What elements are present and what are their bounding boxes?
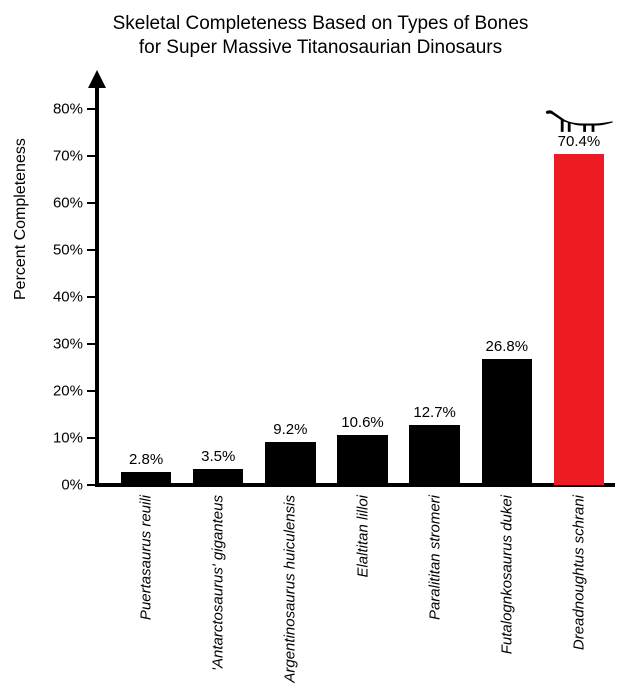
bar: 3.5%	[193, 469, 244, 485]
bar: 70.4%	[554, 154, 605, 485]
y-tick-label: 60%	[53, 194, 83, 211]
dinosaur-icon	[544, 106, 614, 139]
bar-value-label: 9.2%	[273, 421, 307, 438]
y-tick-label: 80%	[53, 100, 83, 117]
bar: 10.6%	[337, 435, 388, 485]
y-axis-label: Percent Completeness	[12, 138, 30, 300]
chart-title: Skeletal Completeness Based on Types of …	[0, 12, 641, 60]
y-tick	[87, 202, 97, 204]
title-line-2: for Super Massive Titanosaurian Dinosaur…	[139, 37, 502, 58]
x-category-label: 'Antarctosaurus' giganteus	[210, 495, 227, 671]
y-tick-label: 40%	[53, 288, 83, 305]
y-axis-line	[95, 85, 99, 485]
plot-area: 0%10%20%30%40%50%60%70%80%2.8%Puertasaur…	[95, 85, 615, 485]
bar: 12.7%	[409, 425, 460, 485]
title-line-1: Skeletal Completeness Based on Types of …	[113, 13, 529, 34]
y-tick-label: 50%	[53, 241, 83, 258]
chart-container: Skeletal Completeness Based on Types of …	[0, 0, 641, 693]
y-tick	[87, 343, 97, 345]
y-tick	[87, 437, 97, 439]
bar: 26.8%	[482, 359, 533, 485]
x-category-label: Paralititan stromeri	[426, 495, 443, 620]
y-tick-label: 30%	[53, 335, 83, 352]
bar-value-label: 26.8%	[486, 338, 529, 355]
bar-value-label: 2.8%	[129, 451, 163, 468]
bar: 2.8%	[121, 472, 172, 485]
bar-value-label: 12.7%	[413, 404, 456, 421]
x-category-label: Argentinosaurus huiculensis	[282, 495, 299, 683]
x-category-label: Elaltitan lilloi	[354, 495, 371, 578]
y-tick	[87, 108, 97, 110]
bar: 9.2%	[265, 442, 316, 485]
y-tick-label: 70%	[53, 147, 83, 164]
y-tick	[87, 484, 97, 486]
x-category-label: Futalognkosaurus dukei	[498, 495, 515, 654]
y-tick-label: 0%	[61, 477, 83, 494]
y-tick	[87, 155, 97, 157]
y-tick-label: 10%	[53, 429, 83, 446]
x-category-label: Dreadnoughtus schrani	[570, 495, 587, 650]
bar-value-label: 3.5%	[201, 448, 235, 465]
y-tick-label: 20%	[53, 382, 83, 399]
y-tick	[87, 249, 97, 251]
y-tick	[87, 296, 97, 298]
bar-value-label: 10.6%	[341, 414, 384, 431]
x-category-label: Puertasaurus reuili	[138, 495, 155, 620]
y-tick	[87, 390, 97, 392]
